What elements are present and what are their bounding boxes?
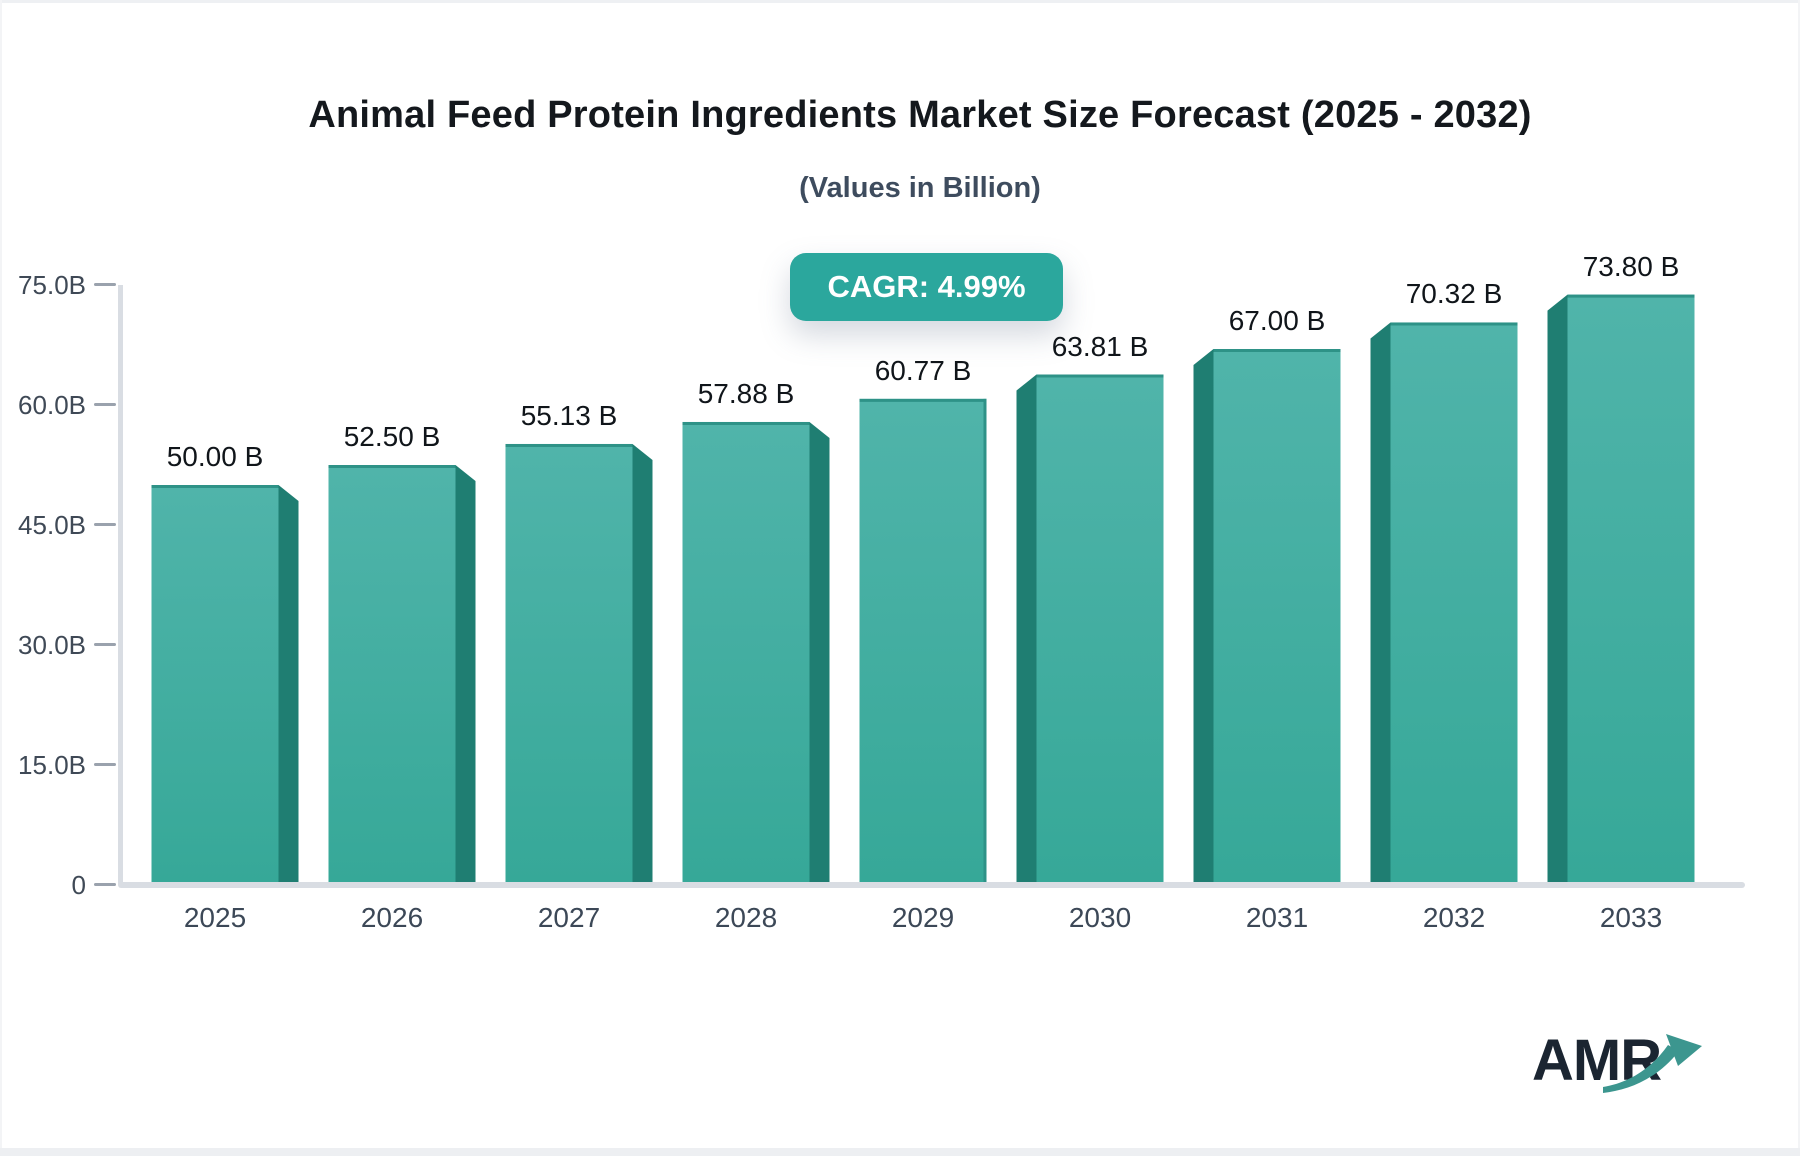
bar-2027 [505, 443, 653, 885]
bar-2026 [328, 465, 476, 885]
x-axis-label: 2026 [360, 902, 424, 933]
bar-front-face [1213, 349, 1341, 885]
chart-subtitle: (Values in Billion) [799, 172, 1041, 204]
bar-front-face [1390, 322, 1518, 885]
y-axis-tick [94, 523, 116, 526]
y-axis-tick-label: 75.0B [18, 270, 86, 300]
card-left-border [0, 0, 2, 1156]
bar-value-label: 63.81 B [1051, 330, 1149, 362]
y-axis-tick [94, 763, 116, 766]
bar-value-label: 67.00 B [1228, 305, 1326, 336]
amr-logo: AMR [1520, 1020, 1740, 1120]
bar-front-face [1036, 374, 1164, 885]
y-axis-tick-label: 15.0B [18, 750, 86, 780]
y-axis-line [118, 285, 123, 885]
bar-2030 [1016, 374, 1164, 885]
x-axis-label: 2033 [1599, 902, 1663, 933]
growth-arrow-icon [1603, 1034, 1702, 1093]
y-axis-tick [94, 883, 116, 886]
bar-value-label: 52.50 B [343, 421, 441, 452]
bar-side-face [1193, 349, 1214, 885]
bar-side-face [278, 485, 299, 885]
y-axis-tick-label: 45.0B [18, 510, 86, 540]
y-axis-tick [94, 283, 116, 286]
bar-side-face [1016, 374, 1037, 885]
x-axis-label: 2025 [183, 902, 247, 933]
y-axis-tick-label: 30.0B [18, 630, 86, 660]
bar-value-label: 50.00 B [166, 441, 264, 472]
bar-2029 [859, 398, 987, 885]
x-axis-label: 2027 [537, 902, 601, 933]
bar-value-label: 73.80 B [1582, 250, 1680, 282]
bar-front-face [1567, 294, 1695, 886]
bar-2031 [1193, 349, 1341, 885]
x-axis-label: 2030 [1068, 902, 1132, 933]
bar-side-face [632, 443, 653, 885]
bar-side-face [809, 421, 830, 885]
x-axis-label: 2032 [1422, 902, 1486, 933]
bar-front-face [151, 485, 279, 885]
bar-front-face [505, 443, 633, 885]
bar-value-label: 55.13 B [520, 399, 618, 431]
card-top-border [0, 0, 1800, 3]
x-axis-label: 2028 [714, 902, 778, 933]
bar-value-label: 70.32 B [1405, 278, 1503, 310]
x-axis-line [118, 882, 1745, 888]
card-right-border [1798, 0, 1800, 1156]
bar-side-face [455, 465, 476, 885]
bar-2025 [151, 485, 299, 885]
y-axis-tick [94, 643, 116, 646]
y-axis-tick-label: 60.0B [18, 390, 86, 420]
bar-side-face [1370, 322, 1391, 885]
x-axis-label: 2031 [1245, 902, 1309, 933]
cagr-badge: CAGR: 4.99% [790, 253, 1063, 321]
bar-2032 [1370, 322, 1518, 885]
bar-value-label: 60.77 B [874, 354, 972, 386]
y-axis-tick-label: 0 [71, 870, 86, 900]
y-axis-tick [94, 403, 116, 406]
bar-side-face [1547, 294, 1568, 886]
chart-title: Animal Feed Protein Ingredients Market S… [308, 94, 1532, 136]
x-axis-label: 2029 [891, 902, 955, 933]
bar-front-face [859, 398, 987, 885]
bar-2028 [682, 421, 830, 885]
cagr-badge-label: CAGR: 4.99% [827, 269, 1026, 304]
card-bottom-strip [0, 1148, 1800, 1156]
bar-value-label: 57.88 B [697, 377, 795, 409]
bar-front-face [682, 421, 810, 885]
bar-front-face [328, 465, 456, 885]
bar-2033 [1547, 294, 1695, 886]
